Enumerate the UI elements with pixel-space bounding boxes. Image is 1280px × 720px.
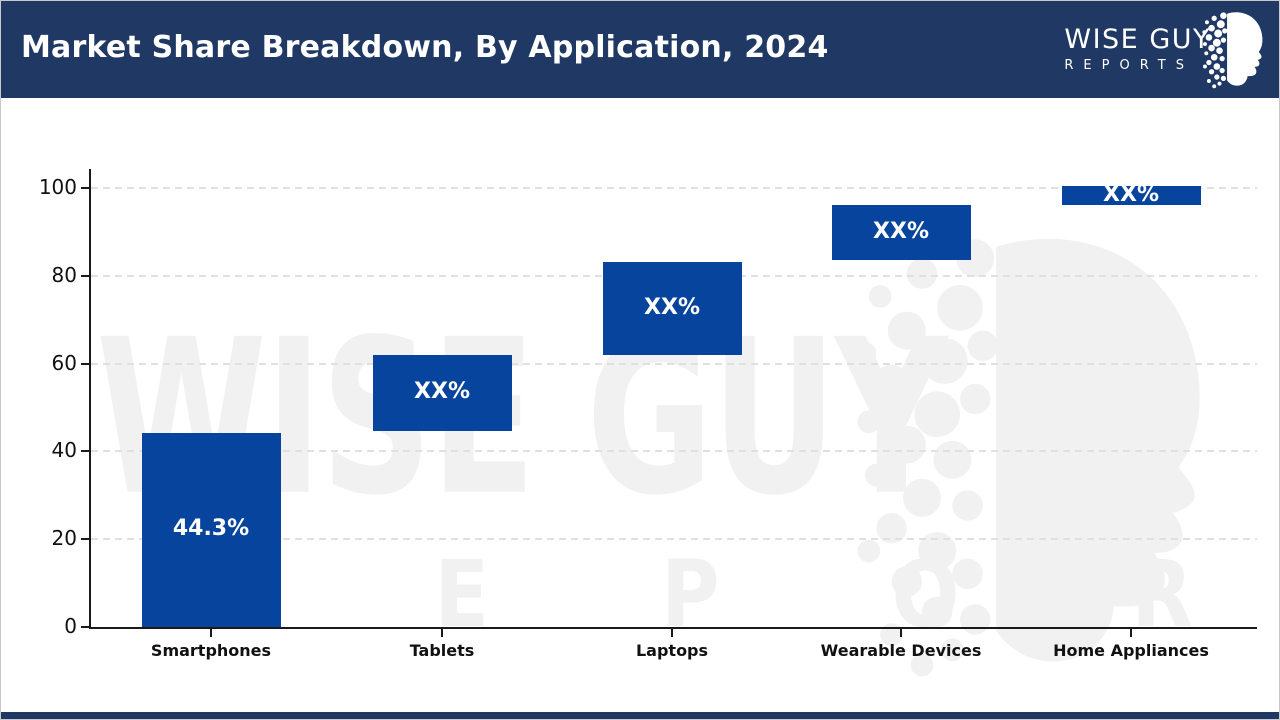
- page-title: Market Share Breakdown, By Application, …: [21, 30, 829, 65]
- y-tick-mark: [81, 450, 89, 453]
- footer-bar: [1, 712, 1279, 719]
- x-tick-label: Wearable Devices: [820, 641, 982, 660]
- x-tick-mark: [441, 629, 443, 637]
- header-bar: Market Share Breakdown, By Application, …: [1, 1, 1279, 98]
- chart-area: WISE GUY R E P O R T S 02040608010044.3%…: [1, 98, 1279, 714]
- bar: [141, 432, 281, 627]
- wiseguy-head-icon: [1202, 11, 1263, 88]
- x-tick-label: Laptops: [635, 641, 709, 660]
- y-axis: [89, 169, 91, 629]
- bar-label: 44.3%: [172, 515, 250, 541]
- gridline: [91, 450, 1257, 453]
- watermark-head-icon: [853, 238, 1200, 677]
- logo-reports-label: REPORTS: [1064, 57, 1194, 73]
- y-tick-mark: [81, 187, 89, 189]
- y-tick-label: 100: [38, 175, 77, 199]
- y-tick-label: 0: [64, 614, 77, 638]
- y-tick-label: 80: [51, 262, 77, 287]
- y-tick-mark: [81, 626, 89, 628]
- wiseguy-logo: WISE GUY REPORTS: [1064, 10, 1267, 90]
- bar-label: XX%: [1103, 181, 1159, 207]
- gridline: [91, 187, 1257, 189]
- y-tick-mark: [81, 274, 89, 277]
- x-tick-label: Tablets: [409, 641, 475, 660]
- bar: [1061, 186, 1201, 206]
- x-tick-mark: [671, 629, 673, 637]
- bar: [602, 262, 742, 355]
- y-tick-label: 60: [51, 350, 77, 375]
- bar-label: XX%: [873, 218, 929, 244]
- x-tick-mark: [1130, 629, 1132, 637]
- x-tick-mark: [210, 629, 212, 637]
- y-tick-label: 20: [51, 526, 77, 551]
- gridline: [91, 362, 1257, 365]
- x-tick-mark: [900, 629, 902, 637]
- y-tick-mark: [81, 538, 89, 541]
- x-tick-label: Home Appliances: [1053, 641, 1209, 660]
- bar: [372, 355, 512, 432]
- x-tick-label: Smartphones: [150, 641, 272, 660]
- bar: [831, 205, 971, 260]
- y-tick-label: 40: [51, 438, 77, 463]
- bar-label: XX%: [414, 379, 470, 405]
- logo-wordmark: WISE GUY: [1064, 24, 1211, 56]
- logo-text: WISE GUY REPORTS: [1064, 24, 1211, 73]
- y-tick-mark: [81, 362, 89, 365]
- x-axis: [89, 627, 1257, 629]
- bar-label: XX%: [644, 294, 700, 320]
- gridline: [91, 538, 1257, 541]
